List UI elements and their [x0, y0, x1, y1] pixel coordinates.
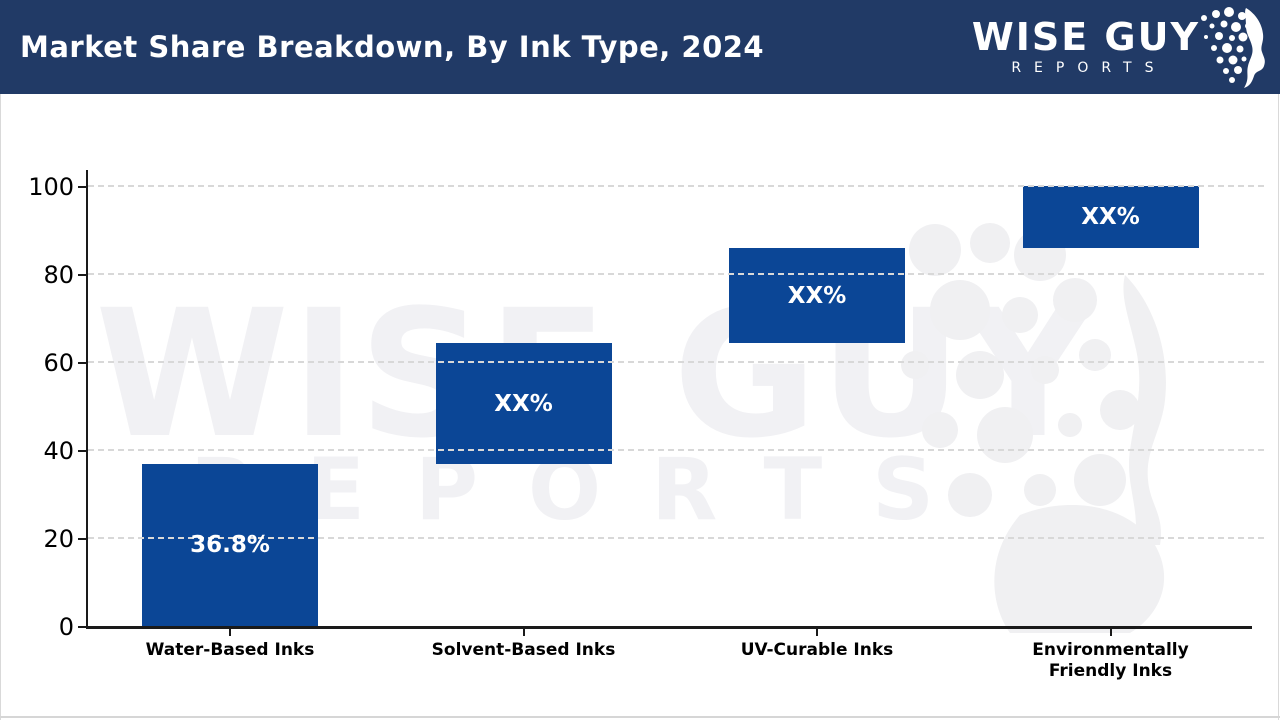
y-tick	[78, 186, 86, 188]
gridline-20	[88, 537, 1264, 539]
y-tick	[78, 626, 86, 628]
bar-segment	[1022, 186, 1199, 249]
x-category-label: UV-Curable Inks	[740, 640, 894, 660]
bar-value-label: XX%	[1081, 204, 1140, 231]
y-tick	[78, 362, 86, 364]
dotted-face-icon	[1201, 7, 1265, 88]
y-axis-line	[86, 170, 88, 629]
page-title: Market Share Breakdown, By Ink Type, 202…	[20, 30, 765, 64]
wise-guy-logo: WISE GUY REPORTS	[972, 4, 1280, 90]
y-tick-label: 0	[58, 613, 74, 641]
x-tick	[229, 629, 231, 636]
bar-value-label: XX%	[787, 282, 847, 309]
x-tick	[522, 629, 525, 636]
y-tick-label: 80	[43, 261, 74, 289]
y-tick-label: 20	[43, 525, 74, 553]
header-banner: Market Share Breakdown, By Ink Type, 202…	[0, 0, 1280, 94]
x-tick	[816, 629, 818, 636]
frame-right-border	[1278, 94, 1279, 720]
x-tick	[1109, 629, 1112, 636]
x-category-label: Solvent-Based Inks	[431, 640, 616, 660]
bar-segment	[435, 343, 612, 465]
bar-segment	[142, 464, 318, 626]
bar-segment	[729, 248, 905, 344]
y-tick	[78, 450, 86, 452]
x-category-label: Environmentally Friendly Inks	[1032, 640, 1189, 682]
bar-value-label: XX%	[494, 390, 553, 417]
y-tick	[78, 274, 86, 276]
y-tick-label: 100	[28, 173, 74, 201]
y-tick-label: 60	[43, 349, 74, 377]
x-axis-line	[86, 626, 1252, 629]
gridline-40	[88, 449, 1264, 451]
frame-left-border	[0, 94, 1, 720]
x-category-label: Water-Based Inks	[145, 640, 315, 660]
gridline-100	[88, 185, 1264, 187]
gridline-60	[88, 361, 1264, 363]
logo-subtitle: REPORTS	[1011, 60, 1167, 76]
logo-wordmark: WISE GUY	[971, 15, 1200, 59]
logo-text: WISE GUY REPORTS	[972, 18, 1200, 76]
gridline-80	[88, 273, 1264, 275]
y-tick	[78, 538, 86, 540]
frame-bottom-border	[0, 716, 1280, 718]
bar-value-label: 36.8%	[190, 532, 270, 559]
y-tick-label: 40	[43, 437, 74, 465]
